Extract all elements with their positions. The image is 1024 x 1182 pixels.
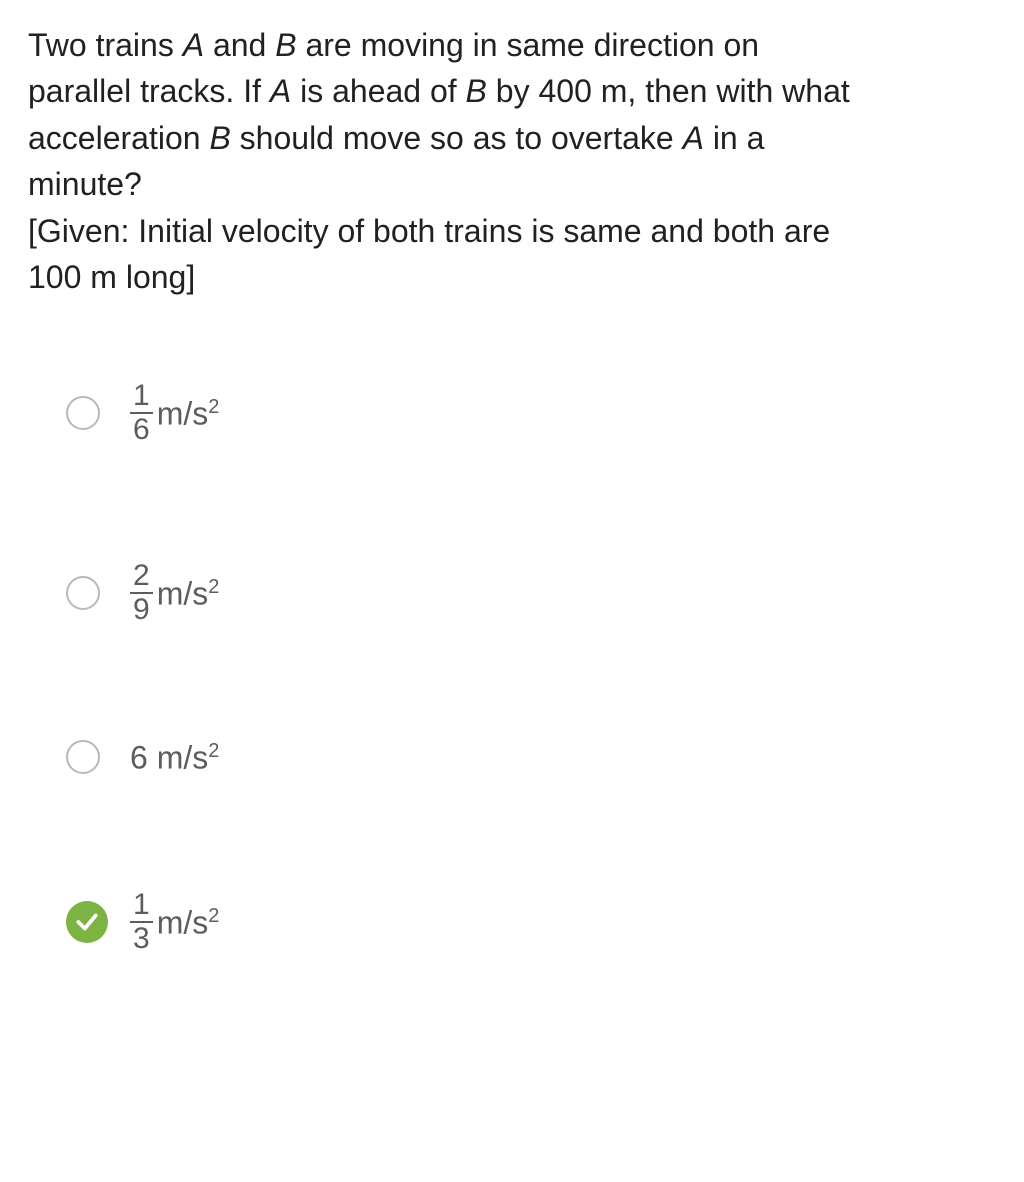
options-list: 1 6 m/s2 2 9 m/s2 6 m/s2 bbox=[28, 380, 996, 954]
option-3-label: 6 m/s2 bbox=[130, 741, 219, 774]
question-page: Two trains A and B are moving in same di… bbox=[0, 0, 1024, 976]
text: should move so as to overtake bbox=[231, 120, 683, 156]
var-b: B bbox=[209, 120, 230, 156]
var-a: A bbox=[270, 73, 291, 109]
denominator: 3 bbox=[130, 921, 153, 955]
q-line4: minute? bbox=[28, 166, 142, 202]
radio-unchecked-icon bbox=[66, 396, 100, 430]
radio-correct-icon bbox=[66, 901, 108, 943]
option-4[interactable]: 1 3 m/s2 bbox=[66, 889, 996, 954]
option-2-label: 2 9 m/s2 bbox=[130, 560, 219, 625]
check-icon bbox=[74, 909, 100, 935]
option-1-label: 1 6 m/s2 bbox=[130, 380, 219, 445]
q-line1: Two trains A and B are moving in same di… bbox=[28, 27, 759, 63]
numerator: 2 bbox=[130, 560, 153, 592]
fraction: 1 6 bbox=[130, 380, 153, 445]
fraction: 2 9 bbox=[130, 560, 153, 625]
text: parallel tracks. If bbox=[28, 73, 270, 109]
unit: m/s2 bbox=[157, 577, 220, 610]
numerator: 1 bbox=[130, 889, 153, 921]
var-b: B bbox=[275, 27, 296, 63]
radio-unchecked-icon bbox=[66, 576, 100, 610]
denominator: 6 bbox=[130, 412, 153, 446]
plain-value: 6 m/s2 bbox=[130, 741, 219, 774]
fraction: 1 3 bbox=[130, 889, 153, 954]
option-3[interactable]: 6 m/s2 bbox=[66, 740, 996, 774]
q-line6: 100 m long] bbox=[28, 259, 195, 295]
option-2[interactable]: 2 9 m/s2 bbox=[66, 560, 996, 625]
unit: m/s2 bbox=[157, 906, 220, 939]
text: acceleration bbox=[28, 120, 209, 156]
numerator: 1 bbox=[130, 380, 153, 412]
var-a: A bbox=[183, 27, 204, 63]
text: by 400 m, then with what bbox=[487, 73, 850, 109]
text: and bbox=[204, 27, 275, 63]
text: are moving in same direction on bbox=[297, 27, 759, 63]
unit: m/s2 bbox=[157, 397, 220, 430]
q-line5: [Given: Initial velocity of both trains … bbox=[28, 213, 830, 249]
option-4-label: 1 3 m/s2 bbox=[130, 889, 219, 954]
text: in a bbox=[704, 120, 764, 156]
option-1[interactable]: 1 6 m/s2 bbox=[66, 380, 996, 445]
denominator: 9 bbox=[130, 592, 153, 626]
var-b: B bbox=[466, 73, 487, 109]
q-line3: acceleration B should move so as to over… bbox=[28, 120, 764, 156]
radio-unchecked-icon bbox=[66, 740, 100, 774]
var-a: A bbox=[683, 120, 704, 156]
q-line2: parallel tracks. If A is ahead of B by 4… bbox=[28, 73, 850, 109]
text: Two trains bbox=[28, 27, 183, 63]
question-stem: Two trains A and B are moving in same di… bbox=[28, 22, 996, 300]
text: is ahead of bbox=[291, 73, 465, 109]
